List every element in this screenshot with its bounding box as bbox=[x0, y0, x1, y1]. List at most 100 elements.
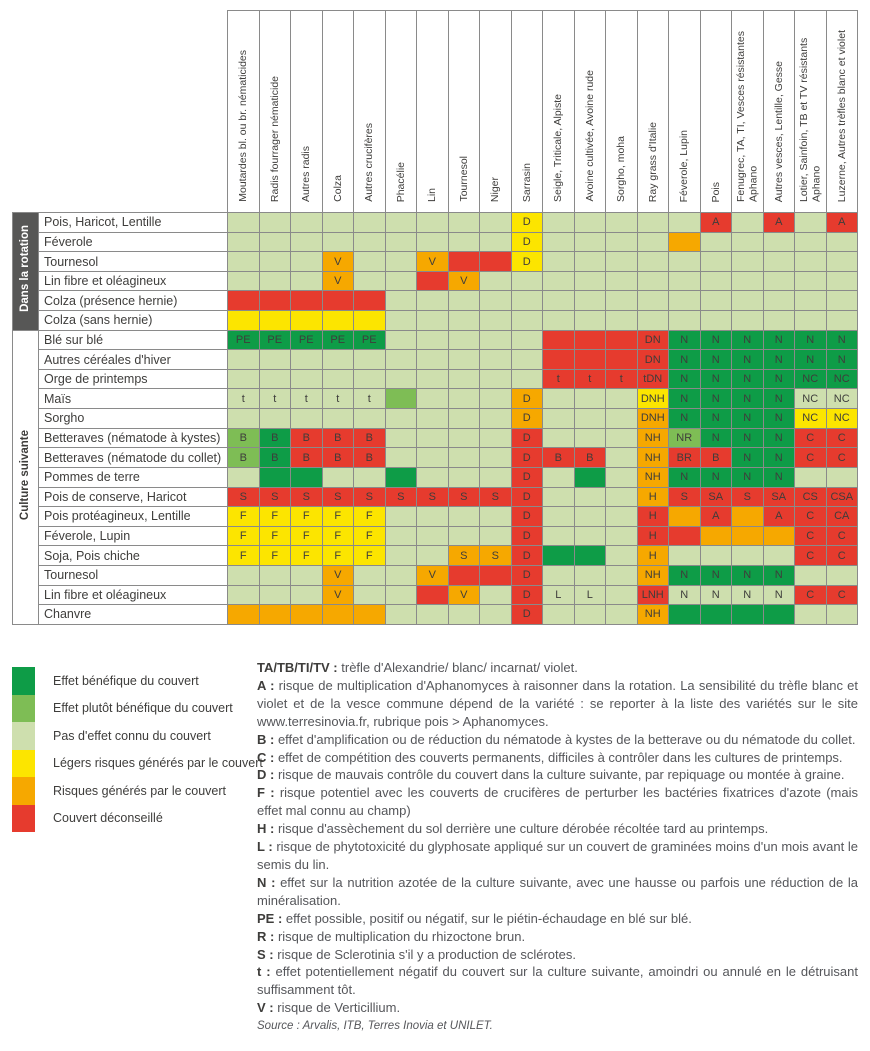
matrix-cell bbox=[258, 466, 291, 488]
legend: Effet bénéfique du couvert Effet plutôt b… bbox=[12, 667, 263, 832]
matrix-cell bbox=[794, 310, 827, 331]
legend-swatch bbox=[12, 777, 35, 805]
matrix-cell: N bbox=[762, 408, 795, 429]
matrix-cell bbox=[416, 329, 449, 351]
matrix-cell bbox=[479, 251, 512, 272]
matrix-cell bbox=[794, 270, 827, 292]
matrix-cell: N bbox=[731, 408, 764, 429]
matrix-cell bbox=[731, 290, 764, 312]
matrix-cell bbox=[290, 408, 323, 429]
matrix-cell: S bbox=[353, 486, 386, 508]
matrix-cell bbox=[353, 368, 386, 390]
matrix-cell bbox=[227, 290, 260, 312]
column-header-label: Lin bbox=[426, 187, 439, 202]
table-row: Pommes de terre D NH N N N N bbox=[13, 466, 858, 488]
table-row: Lin fibre et oléagineux V V bbox=[13, 270, 858, 292]
matrix-cell: C bbox=[825, 525, 858, 547]
matrix-cell bbox=[731, 270, 764, 292]
note-term: B : bbox=[257, 731, 278, 747]
matrix-cell bbox=[290, 212, 323, 233]
matrix-cell: F bbox=[290, 506, 323, 527]
matrix-cell: B bbox=[353, 427, 386, 449]
matrix-cell: A bbox=[699, 212, 732, 233]
note-text: effet possible, positif ou négatif, sur … bbox=[285, 910, 692, 926]
matrix-cell bbox=[290, 584, 323, 606]
notes: TA/TB/TI/TV : trèfle d'Alexandrie/ blanc… bbox=[257, 659, 858, 1032]
matrix-cell bbox=[479, 231, 512, 253]
matrix-cell bbox=[542, 486, 575, 508]
matrix-cell bbox=[290, 564, 323, 586]
matrix-cell: C bbox=[825, 545, 858, 566]
matrix-cell: F bbox=[227, 506, 260, 527]
row-label: Lin fibre et oléagineux bbox=[38, 270, 228, 292]
matrix-cell: N bbox=[731, 447, 764, 468]
matrix-cell bbox=[605, 349, 638, 370]
matrix-cell bbox=[479, 290, 512, 312]
matrix-cell: N bbox=[762, 427, 795, 449]
matrix-cell: A bbox=[762, 212, 795, 233]
matrix-cell: t bbox=[321, 388, 354, 410]
matrix-cell: S bbox=[479, 486, 512, 508]
note-text: risque de multiplication du rhizoctone b… bbox=[277, 928, 526, 944]
matrix-cell bbox=[794, 604, 827, 625]
matrix-cell bbox=[542, 427, 575, 449]
matrix-cell bbox=[542, 604, 575, 625]
matrix-cell bbox=[384, 231, 417, 253]
matrix-cell: S bbox=[321, 486, 354, 508]
table-row: Lin fibre et oléagineux V V D L L LNH N N N N C C bbox=[13, 584, 858, 606]
table-row: Pois protéagineux, Lentille F F F F F D H A A C CA bbox=[13, 506, 858, 527]
row-label: Pommes de terre bbox=[38, 466, 228, 488]
matrix-cell: D bbox=[510, 231, 543, 253]
table-row: Culture suivante Blé sur blé PE PE PE PE PE DN N… bbox=[12, 329, 858, 625]
matrix-cell: NH bbox=[636, 427, 669, 449]
matrix-cell bbox=[731, 506, 764, 527]
matrix-cell bbox=[321, 212, 354, 233]
matrix-cell: F bbox=[227, 545, 260, 566]
matrix-cell bbox=[605, 604, 638, 625]
note-term: R : bbox=[257, 928, 278, 944]
matrix-cell bbox=[258, 368, 291, 390]
matrix-cell: N bbox=[699, 408, 732, 429]
matrix-cell: V bbox=[321, 564, 354, 586]
matrix-cell bbox=[227, 270, 260, 292]
matrix-cell bbox=[447, 368, 480, 390]
column-header: Fenugrec, TA, TI, Vesces résistantes Aph… bbox=[731, 10, 764, 213]
matrix-cell: D bbox=[510, 408, 543, 429]
column-header: Sorgho, moha bbox=[605, 10, 638, 213]
matrix-cell: C bbox=[794, 525, 827, 547]
matrix-cell bbox=[384, 466, 417, 488]
matrix-cell bbox=[636, 290, 669, 312]
legend-item: Couvert déconseillé bbox=[12, 804, 263, 832]
matrix-cell bbox=[668, 251, 701, 272]
row-label: Colza (présence hernie) bbox=[38, 290, 228, 312]
matrix-cell: S bbox=[384, 486, 417, 508]
matrix-cell: N bbox=[731, 329, 764, 351]
column-header: Sarrasin bbox=[510, 10, 543, 213]
matrix-cell bbox=[699, 270, 732, 292]
column-header: Lotier, Sainfoin, TB et TV résistants Ap… bbox=[794, 10, 827, 213]
matrix-cell bbox=[731, 231, 764, 253]
matrix-cell: t bbox=[290, 388, 323, 410]
matrix-cell bbox=[479, 270, 512, 292]
legend-item: Risques générés par le couvert bbox=[12, 777, 263, 805]
matrix-cell: NC bbox=[825, 368, 858, 390]
matrix-cell: D bbox=[510, 447, 543, 468]
matrix-cell bbox=[447, 564, 480, 586]
matrix-cell bbox=[258, 604, 291, 625]
table-row: Betteraves (nématode du collet) B B B B B D B B N… bbox=[13, 447, 858, 468]
matrix-cell bbox=[227, 310, 260, 331]
legend-label: Pas d'effet connu du couvert bbox=[53, 728, 211, 743]
note-item: L : risque de phytotoxicité du glyphosat… bbox=[257, 838, 858, 874]
matrix-cell bbox=[290, 349, 323, 370]
matrix-cell: N bbox=[699, 584, 732, 606]
matrix-cell bbox=[636, 310, 669, 331]
matrix-cell: F bbox=[321, 506, 354, 527]
matrix-cell: NC bbox=[794, 388, 827, 410]
table-row: Dans la rotation Pois, Haricot, Lentille D… bbox=[12, 212, 858, 331]
row-label: Féverole bbox=[38, 231, 228, 253]
matrix-cell bbox=[510, 270, 543, 292]
matrix-cell: N bbox=[731, 388, 764, 410]
matrix-cell bbox=[668, 270, 701, 292]
matrix-cell bbox=[605, 525, 638, 547]
matrix-cell: A bbox=[699, 506, 732, 527]
